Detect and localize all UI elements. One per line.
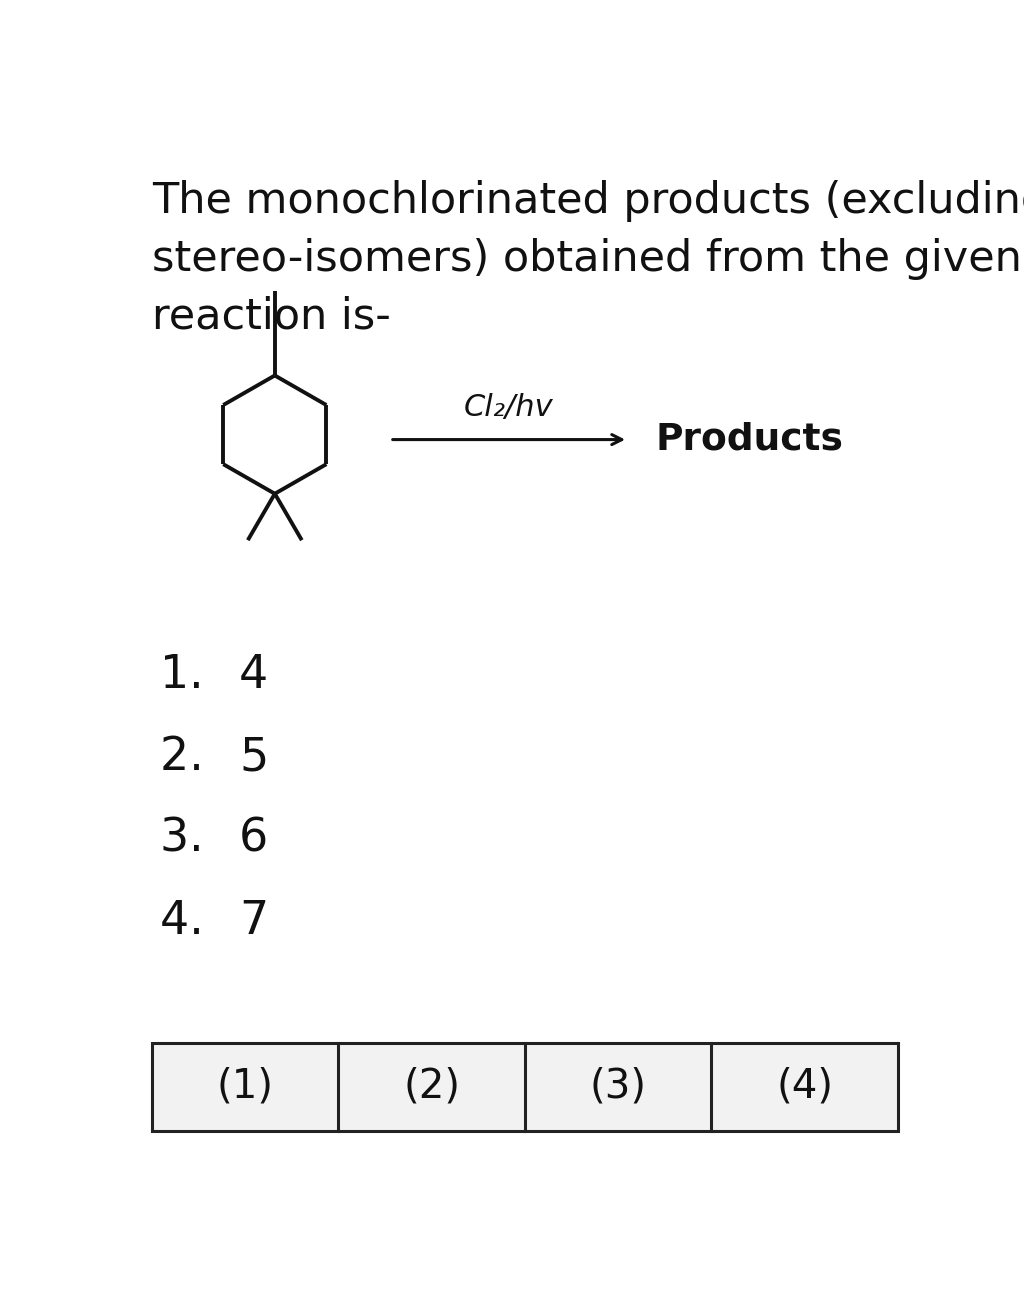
Text: reaction is-: reaction is- <box>152 297 391 338</box>
Text: (3): (3) <box>590 1067 646 1107</box>
Text: (4): (4) <box>776 1067 834 1107</box>
Text: Cl₂/hv: Cl₂/hv <box>464 392 554 422</box>
Text: (1): (1) <box>216 1067 273 1107</box>
Text: 1.: 1. <box>160 654 250 698</box>
Text: 7: 7 <box>240 899 268 944</box>
Text: 3.: 3. <box>160 817 250 862</box>
Text: 4.: 4. <box>160 899 250 944</box>
Text: 2.: 2. <box>160 736 250 780</box>
Text: The monochlorinated products (excluding: The monochlorinated products (excluding <box>152 180 1024 223</box>
Text: 4: 4 <box>240 654 268 698</box>
Text: (2): (2) <box>403 1067 460 1107</box>
Text: stereo-isomers) obtained from the given: stereo-isomers) obtained from the given <box>152 238 1022 280</box>
Text: 6: 6 <box>240 817 268 862</box>
Text: 5: 5 <box>240 736 268 780</box>
FancyBboxPatch shape <box>152 1042 898 1131</box>
Text: Products: Products <box>655 422 844 457</box>
